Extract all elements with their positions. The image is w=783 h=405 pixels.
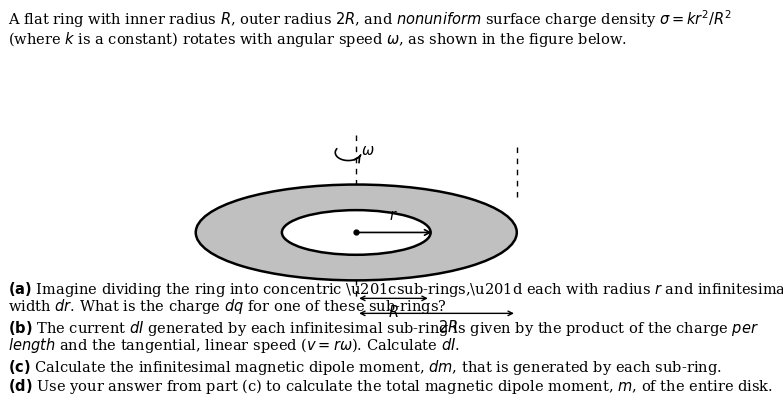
Ellipse shape bbox=[196, 185, 517, 281]
Text: (where $k$ is a constant) rotates with angular speed $\omega$, as shown in the f: (where $k$ is a constant) rotates with a… bbox=[8, 30, 627, 49]
Text: $2R$: $2R$ bbox=[438, 319, 459, 335]
Text: $\mathbf{(b)}$ The current $dI$ generated by each infinitesimal sub-ring is give: $\mathbf{(b)}$ The current $dI$ generate… bbox=[8, 318, 759, 337]
Text: $\mathbf{(a)}$ Imagine dividing the ring into concentric \u201csub-rings,\u201d : $\mathbf{(a)}$ Imagine dividing the ring… bbox=[8, 279, 783, 298]
Text: $\mathit{length}$ and the tangential, linear speed ($v = r\omega$). Calculate $d: $\mathit{length}$ and the tangential, li… bbox=[8, 335, 460, 354]
Text: A flat ring with inner radius $R$, outer radius $2R$, and $\mathit{nonuniform}$ : A flat ring with inner radius $R$, outer… bbox=[8, 8, 732, 30]
Text: $R$: $R$ bbox=[388, 304, 399, 320]
Ellipse shape bbox=[282, 211, 431, 255]
Text: $r$: $r$ bbox=[389, 209, 398, 223]
Text: $\mathbf{(d)}$ Use your answer from part (c) to calculate the total magnetic dip: $\mathbf{(d)}$ Use your answer from part… bbox=[8, 376, 773, 395]
Text: width $dr$. What is the charge $dq$ for one of these sub-rings?: width $dr$. What is the charge $dq$ for … bbox=[8, 296, 446, 315]
Text: $\omega$: $\omega$ bbox=[361, 143, 375, 157]
Text: $\mathbf{(c)}$ Calculate the infinitesimal magnetic dipole moment, $dm$, that is: $\mathbf{(c)}$ Calculate the infinitesim… bbox=[8, 357, 722, 376]
